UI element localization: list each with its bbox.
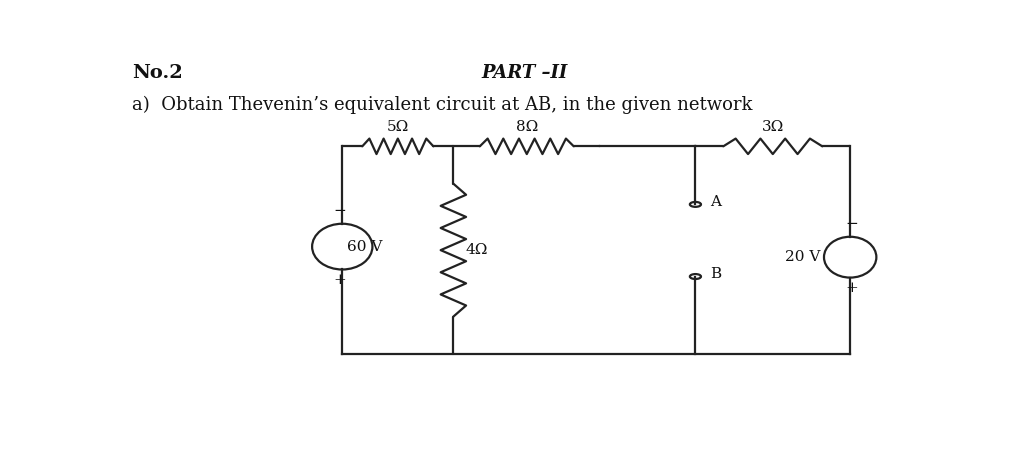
Text: 60 V: 60 V	[347, 239, 382, 254]
Text: B: B	[710, 267, 721, 281]
Text: 3Ω: 3Ω	[762, 120, 784, 134]
Text: 20 V: 20 V	[784, 250, 820, 264]
Text: A: A	[710, 195, 721, 208]
Text: +: +	[846, 281, 858, 295]
Text: −: −	[334, 204, 346, 218]
Text: 4Ω: 4Ω	[465, 243, 487, 257]
Text: a)  Obtain Thevenin’s equivalent circuit at AB, in the given network: a) Obtain Thevenin’s equivalent circuit …	[132, 96, 753, 113]
Text: +: +	[334, 273, 346, 287]
Text: 5Ω: 5Ω	[387, 120, 409, 134]
Text: PART –II: PART –II	[481, 64, 568, 82]
Text: No.2: No.2	[132, 64, 182, 82]
Text: 8Ω: 8Ω	[516, 120, 538, 134]
Text: −: −	[846, 218, 858, 231]
